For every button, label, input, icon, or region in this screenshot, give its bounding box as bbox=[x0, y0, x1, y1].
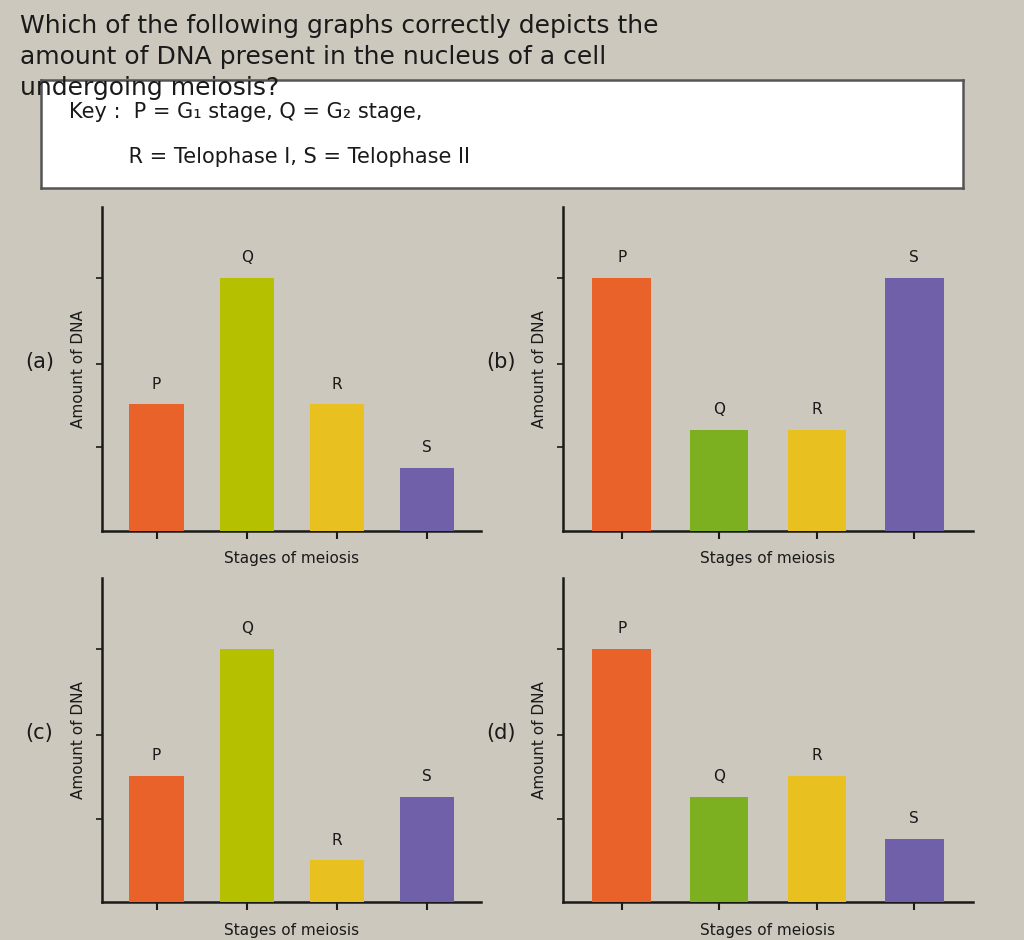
X-axis label: Stages of meiosis: Stages of meiosis bbox=[224, 551, 359, 566]
Y-axis label: Amount of DNA: Amount of DNA bbox=[532, 310, 547, 428]
Bar bbox=[129, 776, 183, 902]
Text: S: S bbox=[909, 250, 920, 265]
Text: Which of the following graphs correctly depicts the: Which of the following graphs correctly … bbox=[20, 14, 659, 39]
Bar bbox=[885, 839, 943, 902]
Y-axis label: Amount of DNA: Amount of DNA bbox=[72, 310, 86, 428]
X-axis label: Stages of meiosis: Stages of meiosis bbox=[700, 922, 836, 937]
Text: (b): (b) bbox=[486, 352, 516, 372]
X-axis label: Stages of meiosis: Stages of meiosis bbox=[700, 551, 836, 566]
Text: Q: Q bbox=[241, 250, 253, 265]
Bar bbox=[593, 277, 651, 531]
Text: Q: Q bbox=[714, 769, 725, 784]
Text: (d): (d) bbox=[486, 723, 516, 744]
Text: P: P bbox=[617, 250, 627, 265]
Bar bbox=[400, 468, 455, 531]
X-axis label: Stages of meiosis: Stages of meiosis bbox=[224, 922, 359, 937]
Bar bbox=[690, 430, 749, 531]
Bar bbox=[787, 430, 846, 531]
Bar bbox=[310, 860, 364, 902]
Text: R: R bbox=[811, 748, 822, 763]
Text: (a): (a) bbox=[26, 352, 54, 372]
Text: Q: Q bbox=[714, 402, 725, 417]
Text: R: R bbox=[332, 833, 342, 848]
Bar bbox=[310, 404, 364, 531]
Y-axis label: Amount of DNA: Amount of DNA bbox=[72, 682, 86, 799]
Text: S: S bbox=[422, 769, 432, 784]
Text: (c): (c) bbox=[26, 723, 53, 744]
Text: P: P bbox=[617, 621, 627, 636]
Bar bbox=[690, 797, 749, 902]
Y-axis label: Amount of DNA: Amount of DNA bbox=[532, 682, 547, 799]
Bar bbox=[885, 277, 943, 531]
Bar bbox=[400, 797, 455, 902]
Text: S: S bbox=[909, 811, 920, 826]
Text: R: R bbox=[811, 402, 822, 417]
Text: P: P bbox=[152, 748, 161, 763]
Text: Key :  P = G₁ stage, Q = G₂ stage,: Key : P = G₁ stage, Q = G₂ stage, bbox=[69, 102, 422, 121]
Text: undergoing meiosis?: undergoing meiosis? bbox=[20, 76, 280, 101]
Text: S: S bbox=[422, 440, 432, 455]
Bar bbox=[129, 404, 183, 531]
Text: Q: Q bbox=[241, 621, 253, 636]
Text: P: P bbox=[152, 377, 161, 392]
Text: amount of DNA present in the nucleus of a cell: amount of DNA present in the nucleus of … bbox=[20, 45, 607, 70]
Bar bbox=[220, 649, 273, 902]
Bar bbox=[787, 776, 846, 902]
Text: R: R bbox=[332, 377, 342, 392]
Bar bbox=[593, 649, 651, 902]
Text: R = Telophase I, S = Telophase II: R = Telophase I, S = Telophase II bbox=[69, 147, 470, 167]
Bar bbox=[220, 277, 273, 531]
